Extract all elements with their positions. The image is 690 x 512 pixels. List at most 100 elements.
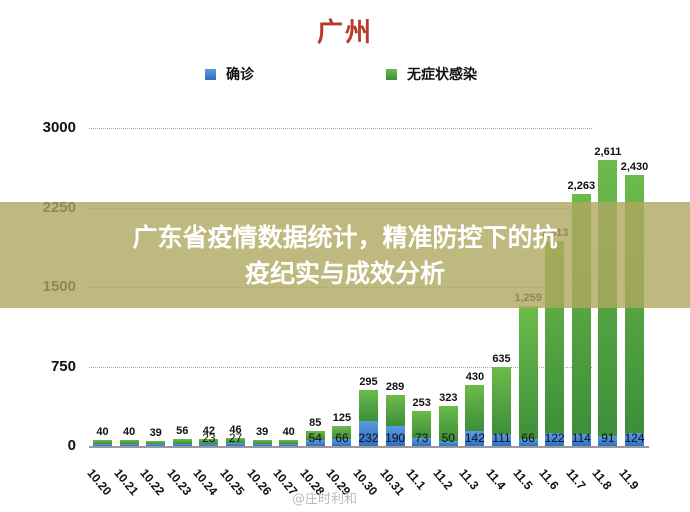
bar-segment-confirmed	[305, 440, 325, 446]
stacked-bar	[465, 385, 485, 446]
bar-segment-asymptomatic	[93, 439, 112, 444]
bar-segment-confirmed	[625, 432, 644, 446]
stacked-bar	[199, 439, 219, 446]
stacked-bar	[305, 431, 325, 446]
stacked-bar	[438, 406, 458, 446]
bar-value-label: 295	[359, 376, 378, 389]
bar-segment-asymptomatic	[412, 411, 432, 439]
watermark: @庄时利和	[292, 492, 358, 507]
bar-segment-confirmed	[146, 443, 166, 446]
bar-segment-confirmed	[385, 425, 405, 446]
x-tick-label: 10.23	[164, 466, 195, 499]
stacked-bar	[172, 438, 192, 446]
confirmed-value-label: 111	[492, 431, 511, 445]
stacked-bar	[252, 439, 272, 446]
stacked-bar	[146, 440, 166, 446]
confirmed-value-label: 27	[228, 431, 243, 445]
bar-segment-confirmed	[172, 443, 192, 446]
stacked-bar	[93, 439, 112, 446]
bar-segment-asymptomatic	[332, 425, 352, 439]
x-tick-label: 11.3	[456, 466, 482, 493]
confirmed-value-label: 66	[335, 431, 349, 445]
bar-segment-confirmed	[571, 433, 591, 446]
legend-label-asymptomatic: 无症状感染	[407, 67, 477, 83]
bar-segment-confirmed	[465, 430, 485, 446]
bar-segment-asymptomatic	[492, 366, 511, 435]
bar-segment-asymptomatic	[465, 385, 485, 431]
bar-value-label: 39	[255, 425, 269, 438]
headline-line-2: 疫纪实与成效分析	[244, 259, 445, 288]
legend-label-confirmed: 确诊	[226, 67, 254, 83]
x-tick-label: 11.8	[589, 466, 615, 493]
confirmed-value-label: 122	[544, 431, 565, 445]
legend-item-confirmed: 确诊	[205, 64, 254, 84]
y-tick-label: 0	[67, 437, 76, 454]
bar-segment-asymptomatic	[518, 305, 538, 439]
bar-segment-confirmed	[412, 438, 432, 446]
bar-segment-confirmed	[359, 421, 378, 446]
bar-value-label: 2,263	[567, 180, 596, 193]
legend-swatch-blue-icon	[205, 68, 216, 80]
bar-value-label: 40	[122, 425, 136, 438]
chart-legend: 确诊 无症状感染	[0, 64, 690, 84]
bar-segment-confirmed	[598, 436, 618, 446]
x-tick-label: 10.21	[110, 466, 141, 499]
confirmed-value-label: 142	[464, 431, 485, 445]
legend-item-asymptomatic: 无症状感染	[386, 64, 477, 84]
bar-value-label: 56	[176, 424, 189, 437]
x-tick-label: 10.22	[137, 466, 168, 499]
stacked-bar	[226, 438, 245, 446]
bar-segment-confirmed	[438, 440, 458, 446]
stacked-bar	[492, 366, 511, 446]
confirmed-value-label: 23	[202, 431, 216, 445]
confirmed-value-label: 50	[441, 431, 455, 445]
bar-value-label: 289	[385, 381, 405, 394]
bar-value-label: 40	[96, 425, 109, 438]
confirmed-value-label: 124	[624, 431, 645, 445]
bar-segment-confirmed	[545, 433, 565, 446]
x-tick-label: 11.2	[430, 466, 456, 493]
gridline	[89, 366, 592, 368]
bar-value-label: 40	[282, 425, 295, 438]
x-tick-label: 10.26	[243, 466, 274, 499]
bar-value-label: 253	[412, 397, 431, 410]
bar-value-label: 430	[465, 371, 485, 384]
y-tick-label: 3000	[42, 119, 76, 136]
x-tick-label: 11.7	[563, 466, 589, 493]
confirmed-value-label: 54	[308, 431, 322, 445]
bar-segment-confirmed	[492, 434, 511, 446]
bar-segment-confirmed	[332, 439, 352, 446]
bar-segment-confirmed	[199, 443, 219, 446]
stacked-bar	[119, 439, 139, 446]
bar-value-label: 85	[309, 417, 322, 430]
bar-value-label: 46	[229, 424, 242, 437]
bar-value-label: 2,611	[594, 145, 622, 158]
confirmed-value-label: 66	[521, 431, 535, 445]
bar-segment-asymptomatic	[199, 439, 219, 444]
bar-segment-asymptomatic	[385, 395, 405, 426]
bar-segment-confirmed	[518, 439, 538, 446]
gridline	[89, 128, 592, 129]
bar-segment-asymptomatic	[305, 431, 325, 441]
bar-segment-confirmed	[252, 443, 272, 446]
bar-segment-asymptomatic	[359, 390, 378, 422]
bar-segment-asymptomatic	[119, 439, 139, 444]
bar-segment-asymptomatic	[279, 439, 299, 444]
chart-title: 广州	[316, 18, 373, 48]
bar-value-label: 323	[439, 392, 458, 405]
bar-value-label: 39	[149, 426, 162, 439]
bar-segment-confirmed	[93, 443, 112, 446]
stacked-bar	[518, 305, 538, 446]
x-tick-label: 10.24	[190, 466, 221, 499]
stacked-bar	[385, 395, 405, 446]
bar-value-label: 42	[202, 425, 216, 438]
x-tick-label: 11.9	[616, 466, 642, 493]
confirmed-value-label: 91	[601, 431, 615, 445]
bar-value-label: 635	[492, 352, 511, 365]
confirmed-value-label: 114	[571, 431, 591, 445]
confirmed-value-label: 232	[358, 431, 379, 445]
stacked-bar	[359, 390, 378, 446]
x-axis-line	[89, 446, 649, 448]
stacked-bar	[279, 439, 299, 446]
bar-segment-asymptomatic	[172, 438, 192, 444]
